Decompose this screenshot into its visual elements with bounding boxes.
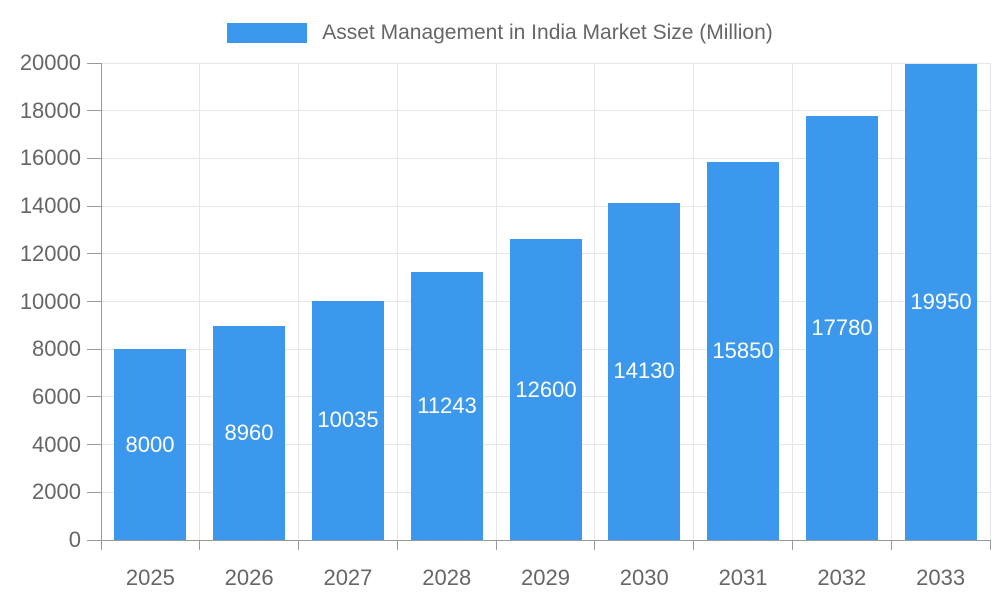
bar-value-label: 11243 (417, 392, 477, 418)
bar: 10035 (312, 300, 384, 540)
y-axis-tick-label: 0 (68, 527, 81, 552)
x-tick (693, 540, 695, 550)
x-tick (594, 540, 596, 550)
x-axis-tick-label: 2033 (916, 565, 966, 590)
bar-value-label: 15850 (712, 337, 774, 363)
bar-value-label: 19950 (910, 289, 972, 315)
x-axis-tick-label: 2027 (323, 565, 373, 590)
legend-swatch (227, 23, 308, 43)
y-tick (87, 348, 101, 350)
y-tick (87, 110, 101, 112)
x-axis-tick-label: 2026 (224, 565, 274, 590)
x-gridline (495, 63, 497, 540)
x-gridline (298, 63, 300, 540)
y-tick (87, 444, 101, 446)
y-gridline (101, 110, 990, 112)
bar: 14130 (608, 202, 680, 540)
y-tick (87, 62, 101, 64)
x-gridline (693, 63, 695, 540)
y-axis-tick-label: 8000 (32, 336, 81, 362)
y-gridline (101, 157, 990, 159)
bar-value-label: 17780 (811, 314, 873, 340)
y-axis-tick-label: 4000 (32, 431, 81, 457)
legend-label: Asset Management in India Market Size (M… (322, 21, 773, 44)
x-tick (890, 540, 892, 550)
x-gridline (791, 63, 793, 540)
bar: 17780 (806, 115, 878, 540)
y-tick (87, 157, 101, 159)
x-gridline (396, 63, 398, 540)
y-axis-tick-label: 18000 (19, 97, 81, 123)
y-gridline (101, 62, 990, 64)
y-axis-tick-label: 16000 (19, 145, 81, 171)
x-tick (298, 540, 300, 550)
y-axis-tick-label: 2000 (32, 479, 81, 505)
x-tick (791, 540, 793, 550)
y-axis-tick-label: 20000 (19, 50, 81, 75)
bar-value-label: 12600 (515, 376, 577, 402)
x-gridline (594, 63, 596, 540)
x-tick (495, 540, 497, 550)
x-axis-line (87, 539, 990, 541)
x-gridline (890, 63, 892, 540)
bar-value-label: 8960 (224, 420, 274, 446)
y-gridline (101, 205, 990, 207)
bar: 12600 (510, 239, 582, 540)
x-axis-tick-label: 2029 (521, 565, 570, 590)
x-axis-tick-label: 2032 (817, 565, 867, 590)
y-tick (87, 205, 101, 207)
bar: 11243 (411, 271, 483, 540)
bar: 15850 (707, 161, 779, 540)
x-gridline (199, 63, 201, 540)
x-axis-tick-label: 2030 (619, 565, 669, 590)
y-tick (87, 396, 101, 398)
y-tick (87, 301, 101, 302)
y-axis-tick-label: 14000 (19, 193, 81, 219)
bar-value-label: 10035 (317, 407, 379, 433)
x-tick (396, 540, 398, 550)
x-axis-tick-label: 2028 (422, 565, 472, 590)
x-axis-tick-label: 2031 (718, 565, 768, 590)
x-axis-tick-label: 2025 (125, 565, 175, 590)
bar-value-label: 8000 (125, 431, 175, 457)
y-tick (87, 253, 101, 255)
y-axis-line (100, 63, 102, 540)
bar-value-label: 14130 (613, 358, 675, 384)
x-gridline (989, 63, 991, 540)
y-axis-tick-label: 12000 (19, 240, 81, 266)
y-tick (87, 491, 101, 493)
legend: Asset Management in India Market Size (M… (0, 20, 1000, 46)
y-axis-tick-label: 10000 (19, 288, 81, 314)
x-tick (989, 540, 991, 550)
x-tick (199, 540, 201, 550)
bar: 8000 (114, 349, 186, 540)
x-tick (100, 540, 102, 550)
y-axis-tick-label: 6000 (32, 383, 81, 409)
bar: 8960 (213, 326, 285, 540)
bar: 19950 (905, 64, 977, 540)
